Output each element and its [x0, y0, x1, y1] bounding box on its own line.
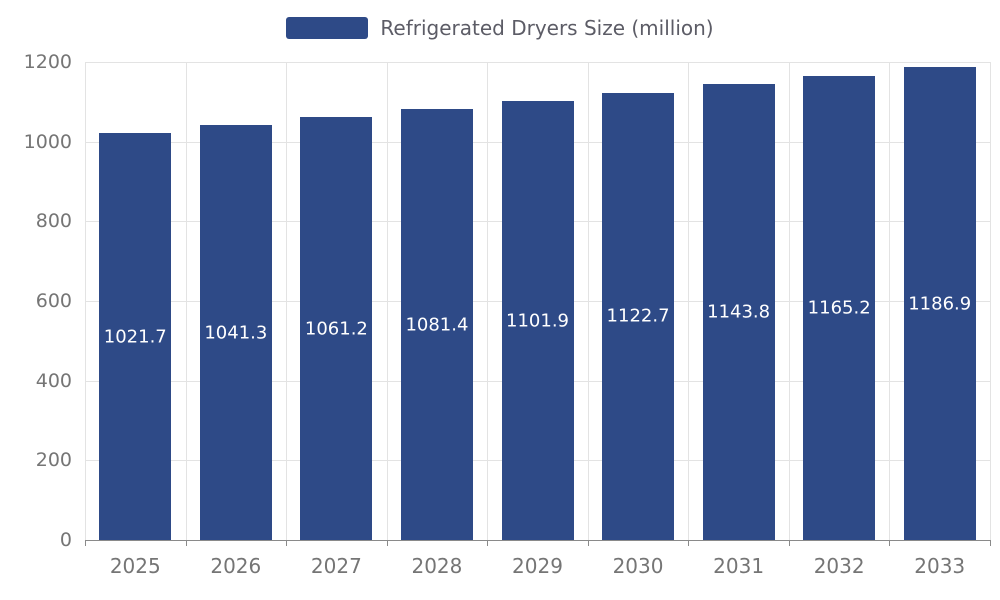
x-axis-tick	[185, 540, 187, 546]
x-gridline	[990, 62, 991, 540]
x-axis-category-label: 2026	[210, 554, 262, 578]
x-axis-tick	[688, 540, 690, 546]
x-gridline	[487, 62, 489, 540]
x-axis-tick	[286, 540, 288, 546]
y-axis-tick-label: 1200	[23, 51, 72, 73]
x-gridline	[85, 62, 86, 540]
x-gridline	[185, 62, 187, 540]
bar-value-label: 1101.9	[506, 310, 569, 332]
y-gridline	[85, 62, 990, 63]
x-axis-tick	[587, 540, 589, 546]
bar-value-label: 1165.2	[807, 297, 871, 319]
x-axis-tick	[85, 540, 86, 546]
bar-value-label: 1186.9	[908, 293, 972, 315]
x-axis-tick	[487, 540, 489, 546]
bar[interactable]	[501, 101, 574, 540]
bar[interactable]	[903, 67, 976, 540]
x-axis-category-label: 2033	[914, 554, 966, 578]
bar-value-label: 1122.7	[606, 305, 670, 327]
x-axis-tick	[990, 540, 991, 546]
x-axis-tick	[788, 540, 790, 546]
bar-value-label: 1081.4	[405, 314, 469, 336]
x-axis-category-label: 2027	[310, 554, 362, 578]
legend-item[interactable]: Refrigerated Dryers Size (million)	[286, 16, 714, 40]
y-axis-tick-label: 800	[35, 210, 72, 233]
bar[interactable]	[99, 133, 172, 540]
x-axis-category-label: 2032	[813, 554, 865, 578]
bar-value-label: 1061.2	[304, 318, 368, 340]
x-gridline	[386, 62, 388, 540]
bar[interactable]	[803, 75, 876, 540]
x-axis-line	[85, 540, 990, 541]
x-gridline	[286, 62, 288, 540]
x-axis-tick	[889, 540, 891, 546]
bar[interactable]	[702, 84, 775, 540]
x-axis-tick	[386, 540, 388, 546]
bar[interactable]	[300, 117, 373, 540]
legend: Refrigerated Dryers Size (million)	[0, 16, 1000, 40]
legend-label: Refrigerated Dryers Size (million)	[380, 16, 714, 40]
x-gridline	[889, 62, 891, 540]
bar-value-label: 1143.8	[707, 301, 771, 323]
y-axis-tick-label: 0	[59, 529, 72, 551]
y-axis-tick-label: 400	[35, 369, 72, 392]
x-axis-category-label: 2029	[512, 554, 563, 578]
x-gridline	[788, 62, 790, 540]
x-axis-category-label: 2031	[713, 554, 765, 578]
x-axis-category-label: 2025	[109, 554, 161, 578]
bar-value-label: 1021.7	[103, 326, 167, 347]
bar-value-label: 1041.3	[204, 322, 268, 344]
bar[interactable]	[199, 125, 272, 540]
y-axis-tick-label: 200	[35, 449, 72, 472]
y-axis-tick-label: 1000	[23, 130, 72, 153]
x-gridline	[688, 62, 690, 540]
x-axis-category-label: 2030	[612, 554, 664, 578]
x-axis-category-label: 2028	[411, 554, 463, 578]
x-gridline	[587, 62, 589, 540]
bar[interactable]	[400, 109, 473, 540]
bar[interactable]	[602, 92, 675, 540]
y-axis-tick-label: 600	[35, 290, 72, 312]
legend-swatch	[286, 17, 369, 39]
